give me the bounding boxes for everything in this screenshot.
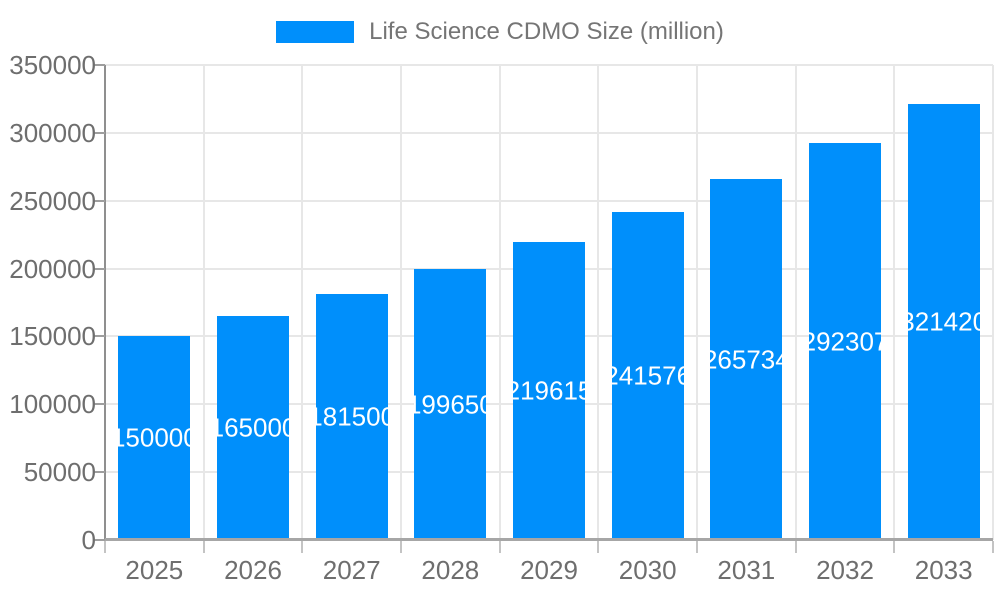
h-gridline	[105, 64, 993, 66]
y-axis-tick	[93, 64, 105, 66]
v-gridline	[696, 65, 698, 540]
x-axis-label: 2026	[224, 555, 282, 585]
y-axis-tick	[93, 471, 105, 474]
x-axis-line	[105, 538, 993, 541]
h-gridline	[105, 199, 993, 202]
bar-value-label: 321420	[908, 306, 980, 337]
y-axis-label: 150000	[9, 321, 96, 352]
x-axis-tick	[992, 541, 994, 553]
legend-label: Life Science CDMO Size (million)	[369, 18, 724, 45]
x-axis-tick	[301, 541, 304, 553]
x-axis-label: 2029	[520, 555, 578, 585]
bar-value-label: 199650	[414, 389, 486, 419]
bar-2033: 321420	[907, 103, 980, 540]
bar-value-label: 292307	[809, 326, 881, 357]
h-gridline	[105, 131, 993, 134]
v-gridline	[794, 65, 797, 540]
x-axis-label: 2032	[816, 555, 874, 585]
y-axis-tick	[93, 539, 105, 541]
plot-area: 150000 165000 181500 199650 219615 241576 2657…	[105, 64, 994, 540]
y-axis-line	[104, 65, 106, 552]
y-axis-tick	[93, 131, 105, 134]
y-axis-label: 350000	[9, 50, 96, 80]
v-gridline	[597, 65, 600, 540]
bar-value-label: 181500	[316, 401, 388, 432]
legend-swatch-icon	[276, 21, 355, 43]
y-axis-label: 200000	[9, 253, 96, 284]
y-axis-label: 50000	[23, 457, 96, 488]
x-axis-label: 2027	[322, 555, 381, 585]
x-axis-tick	[104, 541, 106, 553]
bar-2025: 150000	[118, 336, 191, 540]
bar-value-label: 265734	[710, 344, 782, 375]
bar-2031: 265734	[710, 179, 783, 540]
x-axis-label: 2033	[914, 555, 973, 585]
bar-2026: 165000	[217, 316, 289, 540]
bar-2029: 219615	[513, 242, 585, 540]
x-axis-tick	[400, 541, 402, 553]
v-gridline	[400, 65, 402, 540]
bar-2027: 181500	[315, 293, 388, 540]
y-axis-label: 100000	[9, 389, 96, 420]
bar-2028: 199650	[414, 269, 487, 540]
x-axis-label: 2025	[125, 555, 184, 585]
y-axis-tick	[93, 335, 105, 338]
v-gridline	[893, 65, 896, 540]
x-axis-label: 2030	[618, 555, 677, 585]
bar-value-label: 165000	[217, 412, 289, 443]
x-axis-tick	[794, 541, 797, 553]
y-axis-tick	[93, 267, 105, 270]
v-gridline	[498, 65, 501, 540]
bar-2030: 241576	[611, 212, 684, 540]
y-axis-label: 300000	[9, 117, 96, 148]
chart-legend[interactable]: Life Science CDMO Size (million)	[0, 18, 1000, 46]
x-axis-tick	[597, 541, 600, 553]
x-axis-tick	[696, 541, 698, 553]
bar-2032: 292307	[809, 143, 881, 540]
x-axis-tick	[498, 541, 501, 553]
x-axis-tick	[893, 541, 896, 553]
bar-value-label: 241576	[612, 360, 684, 391]
v-gridline	[301, 65, 304, 540]
v-gridline	[202, 65, 205, 540]
bar-value-label: 219615	[513, 375, 585, 406]
v-gridline	[992, 65, 994, 540]
y-axis-label: 250000	[9, 185, 96, 216]
bar-value-label: 150000	[118, 422, 190, 453]
y-axis-tick	[93, 199, 105, 202]
y-axis-tick	[93, 403, 105, 406]
y-axis-label: 0	[81, 525, 96, 555]
x-axis-tick	[202, 541, 205, 553]
x-axis-label: 2028	[421, 555, 480, 585]
x-axis-label: 2031	[717, 555, 776, 585]
